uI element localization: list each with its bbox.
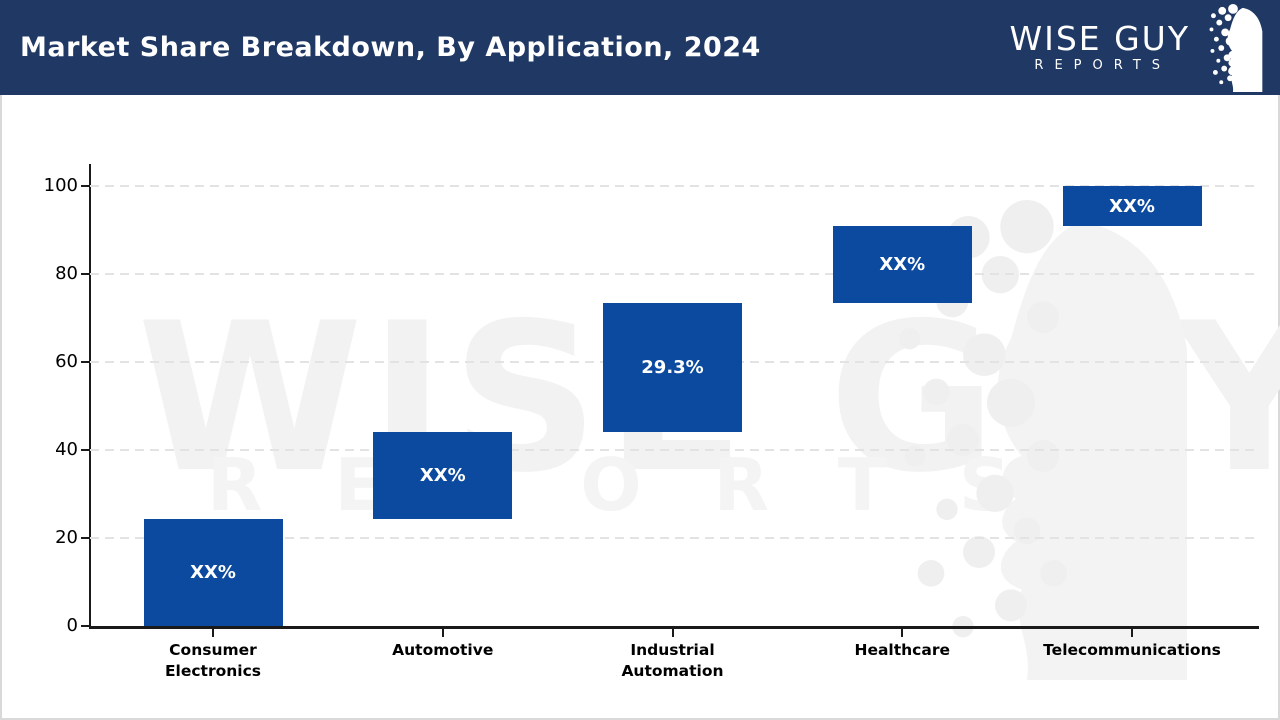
bar-value-label-telecommunications: XX% [1109,195,1155,217]
y-axis-tick-mark [81,449,89,451]
bar-consumer-electronics: XX% [143,518,283,626]
y-axis-tick-mark [81,185,89,187]
logo-reports-text: REPORTS [1034,58,1172,73]
wiseguy-logo: WISE GUY REPORTS [1009,0,1280,95]
bar-value-label-healthcare: XX% [879,254,926,276]
header-bar: Market Share Breakdown, By Application, … [0,0,1280,95]
y-axis-tick-label: 20 [55,527,78,548]
x-axis-tick-mark [212,629,214,637]
logo-wiseguy-text: WISE GUY [1009,19,1190,58]
x-axis-line [89,626,1259,629]
waterfall-chart: 0 20 40 60 80 100 XX% Consumer Electronics XX% Au… [2,95,1280,720]
x-axis-tick-mark [1131,629,1133,637]
bar-automotive: XX% [373,432,513,519]
page-title: Market Share Breakdown, By Application, … [20,32,761,63]
y-axis-tick-mark [81,625,89,627]
y-axis-tick-label: 80 [55,263,78,284]
watermark-reports-text: REPORTS [207,443,1083,527]
y-axis-tick-label: 60 [55,351,78,372]
x-axis-category-label-healthcare: Healthcare [854,641,950,659]
gridline-y100 [90,185,1258,187]
y-axis-line [89,164,91,628]
logo-head-icon [1209,3,1263,92]
logo-text: WISE GUY REPORTS [1009,22,1190,73]
bar-industrial-automation: 29.3% [603,303,742,433]
y-axis-tick-label: 0 [66,615,78,636]
x-axis-category-label-automotive: Automotive [392,641,494,659]
y-axis-tick-mark [81,361,89,363]
gridline-y80 [90,273,1258,275]
gridline-y20 [90,537,1258,539]
gridline-y40 [90,449,1258,451]
bar-telecommunications: XX% [1062,186,1202,227]
x-axis-tick-mark [671,629,674,637]
x-axis-category-label-consumer-electronics: Consumer Electronics [164,641,262,680]
bar-value-label-industrial-automation: 29.3% [641,357,704,379]
bar-healthcare: XX% [832,226,972,304]
x-axis-tick-mark [441,629,444,637]
bar-value-label-consumer-electronics: XX% [190,561,236,583]
y-axis-tick-label: 100 [43,175,78,196]
chart-area: WISE GUY REPORTS 020406080100XX%Consumer… [0,95,1280,720]
y-axis-tick-label: 40 [55,439,78,460]
x-axis-category-label-industrial-automation: Industrial Automation [621,641,724,680]
y-axis-tick-mark [81,537,89,539]
x-axis-category-label-telecommunications: Telecommunications [1043,641,1221,659]
x-axis-tick-mark [901,629,904,637]
y-axis-tick-mark [81,273,89,275]
bar-value-label-automotive: XX% [419,465,466,486]
